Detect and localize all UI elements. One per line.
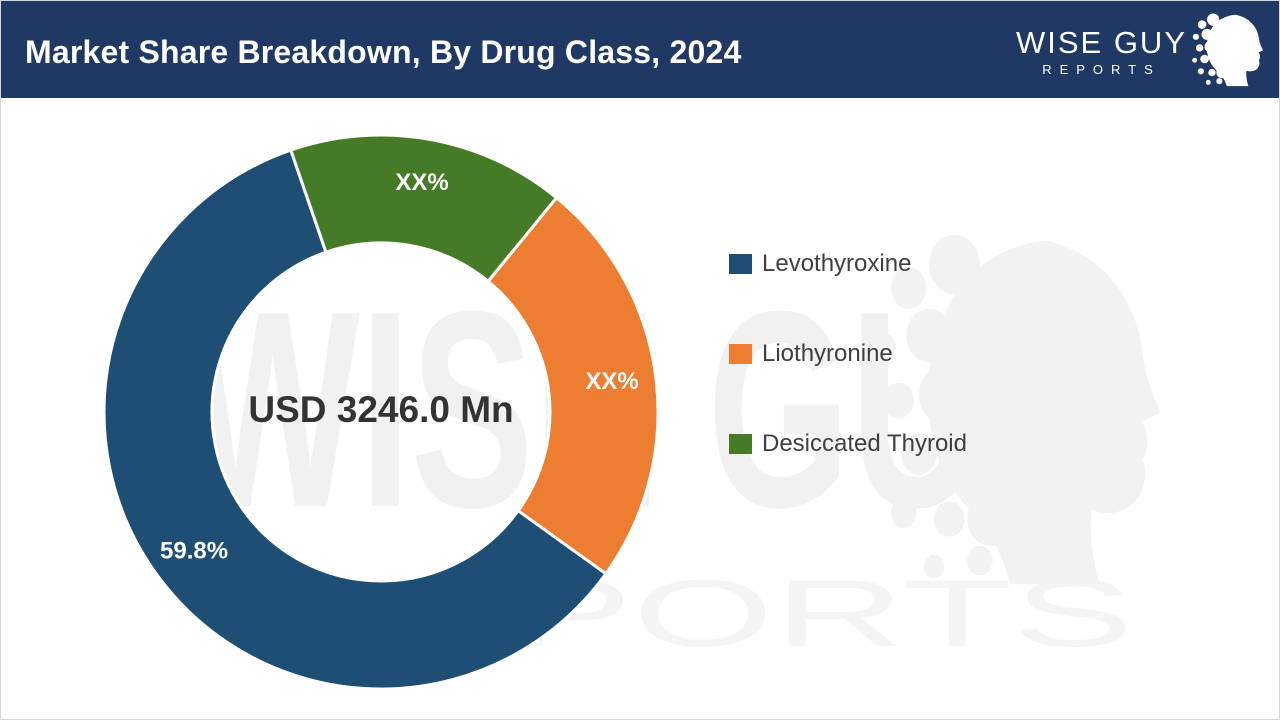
donut-slice-desiccated-thyroid	[289, 133, 559, 283]
brand-logo: WISE GUY REPORTS	[1016, 11, 1265, 91]
legend-swatch-liothyronine	[729, 344, 752, 364]
legend-item-levothyroxine: Levothyroxine	[729, 250, 967, 278]
slice-label-desiccated-thyroid: XX%	[395, 169, 448, 196]
slice-label-liothyronine: XX%	[585, 368, 638, 395]
chart-center-value: USD 3246.0 Mn	[248, 389, 514, 430]
donut-slice-levothyroxine	[102, 148, 608, 691]
donut-slice-liothyronine	[486, 196, 660, 576]
legend-item-desiccated-thyroid: Desiccated Thyroid	[729, 430, 967, 458]
brand-subtitle: REPORTS	[1042, 61, 1161, 77]
brand-logo-text: WISE GUY REPORTS	[1015, 24, 1187, 77]
brand-name: WISE GUY	[1015, 24, 1187, 60]
header-bar: Market Share Breakdown, By Drug Class, 2…	[1, 1, 1279, 98]
donut-chart: 59.8% XX% XX%	[101, 132, 661, 692]
slice-label-levothyroxine: 59.8%	[160, 538, 228, 565]
brand-head-icon	[1192, 13, 1264, 87]
legend-label: Desiccated Thyroid	[762, 430, 967, 457]
legend-label: Liothyronine	[762, 340, 893, 367]
donut-svg: 59.8% XX% XX%	[102, 133, 660, 691]
page-title: Market Share Breakdown, By Drug Class, 2…	[25, 34, 742, 70]
legend-swatch-levothyroxine	[729, 254, 752, 274]
legend-item-liothyronine: Liothyronine	[729, 340, 967, 368]
legend-swatch-desiccated-thyroid	[729, 434, 752, 454]
chart-legend: Levothyroxine Liothyronine Desiccated Th…	[729, 250, 967, 520]
legend-label: Levothyroxine	[762, 250, 912, 277]
